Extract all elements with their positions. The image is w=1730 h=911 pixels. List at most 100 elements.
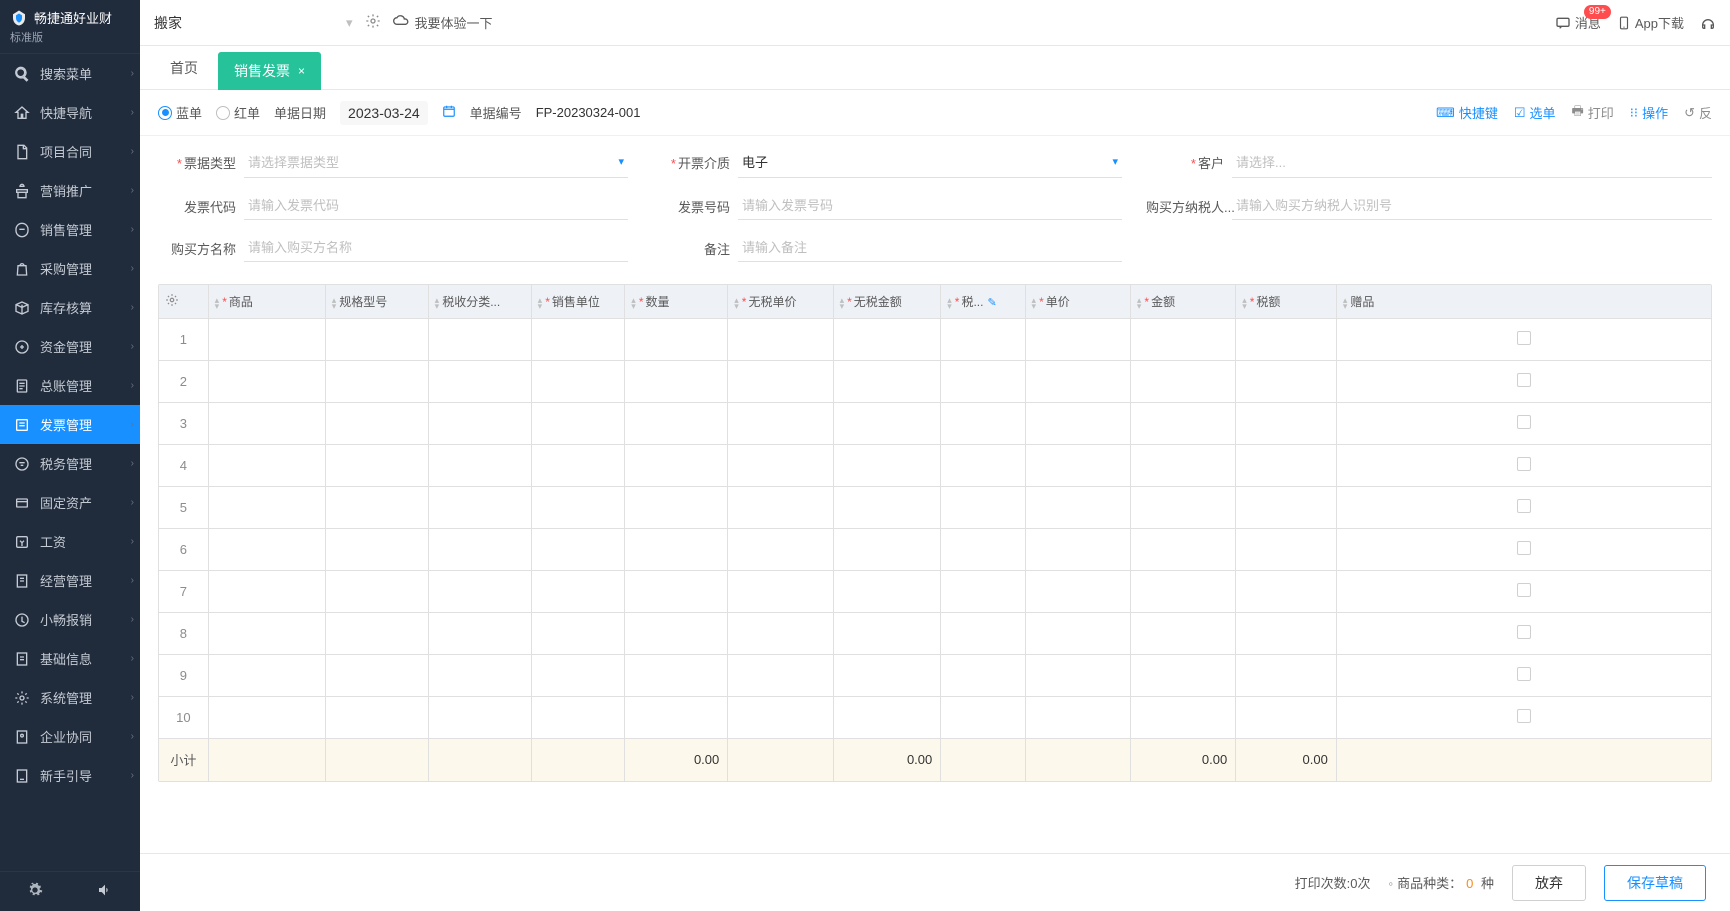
cell-tax[interactable]: [1236, 613, 1337, 655]
col-product[interactable]: ▴▾*商品: [208, 285, 325, 319]
action-more[interactable]: ↺反: [1684, 102, 1712, 124]
cell-price[interactable]: [1025, 613, 1130, 655]
cell-notax_price[interactable]: [728, 529, 833, 571]
cell-amount[interactable]: [1130, 697, 1235, 739]
cell-notax_amount[interactable]: [833, 613, 941, 655]
cell-price[interactable]: [1025, 529, 1130, 571]
cell-unit[interactable]: [531, 445, 625, 487]
sort-icon[interactable]: ▴▾: [947, 297, 952, 309]
cell-product[interactable]: [208, 487, 325, 529]
sidebar-item-box[interactable]: 库存核算›: [0, 288, 140, 327]
cell-qty[interactable]: [625, 361, 728, 403]
cell-taxrate[interactable]: [941, 487, 1025, 529]
cell-amount[interactable]: [1130, 445, 1235, 487]
settings-button[interactable]: [0, 872, 70, 911]
cell-qty[interactable]: [625, 613, 728, 655]
tab-close-icon[interactable]: ×: [298, 64, 305, 78]
app-download-button[interactable]: App下载: [1617, 13, 1684, 32]
cell-tax[interactable]: [1236, 319, 1337, 361]
col-notax_amount[interactable]: ▴▾*无税金额: [833, 285, 941, 319]
table-row[interactable]: 8: [159, 613, 1711, 655]
cell-qty[interactable]: [625, 571, 728, 613]
sidebar-item-sys[interactable]: 系统管理›: [0, 678, 140, 717]
cell-tax[interactable]: [1236, 529, 1337, 571]
cell-spec[interactable]: [325, 697, 428, 739]
cell-gift[interactable]: [1336, 655, 1711, 697]
remark-input[interactable]: [738, 234, 1122, 262]
invoice-code-input[interactable]: [244, 192, 628, 220]
cell-amount[interactable]: [1130, 613, 1235, 655]
cell-notax_amount[interactable]: [833, 361, 941, 403]
cell-taxclass[interactable]: [428, 403, 531, 445]
sort-icon[interactable]: ▴▾: [435, 297, 440, 309]
cell-qty[interactable]: [625, 487, 728, 529]
cell-notax_amount[interactable]: [833, 655, 941, 697]
cell-amount[interactable]: [1130, 403, 1235, 445]
sidebar-item-search[interactable]: 搜索菜单›: [0, 54, 140, 93]
cell-amount[interactable]: [1130, 361, 1235, 403]
cell-taxrate[interactable]: [941, 613, 1025, 655]
customer-select[interactable]: 请选择...: [1232, 146, 1712, 178]
sidebar-item-info[interactable]: 基础信息›: [0, 639, 140, 678]
cell-unit[interactable]: [531, 697, 625, 739]
sidebar-item-guide[interactable]: 新手引导›: [0, 756, 140, 795]
sort-icon[interactable]: ▴▾: [1032, 297, 1037, 309]
col-tax[interactable]: ▴▾*税额: [1236, 285, 1337, 319]
cell-gear[interactable]: 10: [159, 697, 208, 739]
cell-notax_amount[interactable]: [833, 571, 941, 613]
sound-button[interactable]: [70, 872, 140, 911]
sidebar-item-home[interactable]: 快捷导航›: [0, 93, 140, 132]
cell-price[interactable]: [1025, 319, 1130, 361]
action-print[interactable]: 🖶打印: [1572, 102, 1614, 124]
action-select[interactable]: ☑选单: [1514, 102, 1556, 124]
cell-gear[interactable]: 9: [159, 655, 208, 697]
col-taxclass[interactable]: ▴▾税收分类...: [428, 285, 531, 319]
cell-spec[interactable]: [325, 403, 428, 445]
cell-gear[interactable]: 1: [159, 319, 208, 361]
cell-taxrate[interactable]: [941, 697, 1025, 739]
col-price[interactable]: ▴▾*单价: [1025, 285, 1130, 319]
cell-tax[interactable]: [1236, 361, 1337, 403]
cell-unit[interactable]: [531, 655, 625, 697]
cell-spec[interactable]: [325, 571, 428, 613]
sidebar-item-bag[interactable]: 采购管理›: [0, 249, 140, 288]
cell-notax_price[interactable]: [728, 319, 833, 361]
cell-taxclass[interactable]: [428, 319, 531, 361]
sidebar-item-biz[interactable]: 经营管理›: [0, 561, 140, 600]
cell-tax[interactable]: [1236, 697, 1337, 739]
sidebar-item-invoice[interactable]: 发票管理›: [0, 405, 140, 444]
cell-taxrate[interactable]: [941, 445, 1025, 487]
cell-spec[interactable]: [325, 445, 428, 487]
messages-button[interactable]: 消息 99+: [1555, 13, 1601, 32]
medium-select[interactable]: 电子▾: [738, 146, 1122, 178]
cell-price[interactable]: [1025, 655, 1130, 697]
cell-notax_price[interactable]: [728, 361, 833, 403]
cell-gear[interactable]: 7: [159, 571, 208, 613]
tab-home[interactable]: 首页: [154, 46, 214, 89]
gift-checkbox[interactable]: [1517, 709, 1531, 723]
cell-product[interactable]: [208, 403, 325, 445]
cell-qty[interactable]: [625, 403, 728, 445]
table-row[interactable]: 6: [159, 529, 1711, 571]
cell-qty[interactable]: [625, 445, 728, 487]
cell-unit[interactable]: [531, 529, 625, 571]
gift-checkbox[interactable]: [1517, 373, 1531, 387]
sort-icon[interactable]: ▴▾: [1343, 297, 1348, 309]
cell-product[interactable]: [208, 361, 325, 403]
sort-icon[interactable]: ▴▾: [215, 297, 220, 309]
cell-gear[interactable]: 8: [159, 613, 208, 655]
cell-taxrate[interactable]: [941, 571, 1025, 613]
calendar-icon[interactable]: [442, 104, 456, 121]
gift-checkbox[interactable]: [1517, 667, 1531, 681]
cell-gear[interactable]: 2: [159, 361, 208, 403]
cell-taxclass[interactable]: [428, 361, 531, 403]
cell-price[interactable]: [1025, 571, 1130, 613]
gift-checkbox[interactable]: [1517, 583, 1531, 597]
cell-unit[interactable]: [531, 487, 625, 529]
cell-taxclass[interactable]: [428, 529, 531, 571]
cell-amount[interactable]: [1130, 319, 1235, 361]
sidebar-item-gift[interactable]: 营销推广›: [0, 171, 140, 210]
cell-price[interactable]: [1025, 403, 1130, 445]
sort-icon[interactable]: ▴▾: [840, 297, 845, 309]
cell-tax[interactable]: [1236, 403, 1337, 445]
